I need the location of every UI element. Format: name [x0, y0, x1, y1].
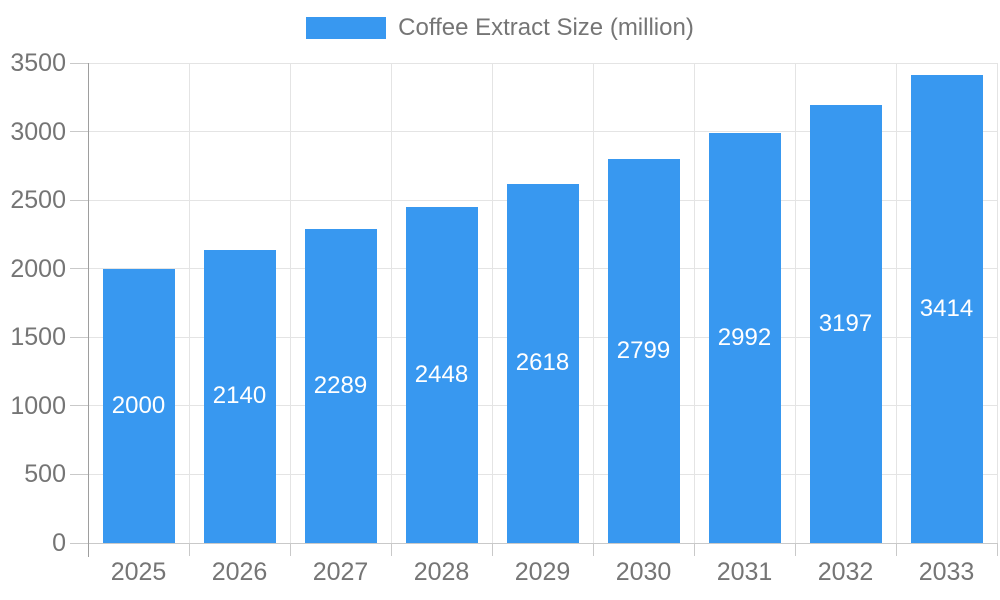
- bar[interactable]: [809, 104, 882, 543]
- y-axis-label: 500: [24, 460, 66, 489]
- x-tick: [693, 543, 695, 556]
- x-axis-baseline: [88, 542, 997, 544]
- bar[interactable]: [607, 159, 680, 543]
- y-axis-label: 1500: [10, 323, 66, 352]
- x-axis-label: 2033: [918, 558, 975, 586]
- x-axis-label: 2032: [817, 558, 874, 586]
- x-gridline: [996, 63, 998, 543]
- x-tick: [895, 543, 897, 556]
- bar[interactable]: [708, 132, 781, 543]
- bar[interactable]: [910, 74, 983, 543]
- legend-item[interactable]: Coffee Extract Size (million): [306, 14, 694, 42]
- bar-value-label: 2000: [111, 391, 166, 419]
- bar-value-label: 2448: [414, 361, 469, 389]
- x-gridline: [895, 63, 897, 543]
- x-tick: [390, 543, 392, 556]
- x-tick: [289, 543, 291, 556]
- y-tick: [70, 473, 88, 475]
- x-axis-label: 2030: [615, 558, 672, 586]
- y-tick: [70, 336, 88, 338]
- y-tick: [70, 268, 88, 270]
- bar-value-label: 2992: [717, 323, 772, 351]
- y-axis-label: 3000: [10, 117, 66, 146]
- bar-value-label: 2618: [515, 349, 570, 377]
- bar-value-label: 2140: [212, 382, 267, 410]
- x-tick: [592, 543, 594, 556]
- y-tick: [70, 405, 88, 407]
- x-gridline: [693, 63, 695, 543]
- x-axis-label: 2025: [110, 558, 167, 586]
- bar[interactable]: [304, 229, 377, 543]
- y-axis-label: 1000: [10, 391, 66, 420]
- x-tick: [794, 543, 796, 556]
- legend-label: Coffee Extract Size (million): [398, 14, 694, 41]
- bar[interactable]: [405, 207, 478, 543]
- bar-value-label: 3197: [818, 309, 873, 337]
- y-axis-line: [87, 63, 89, 557]
- bar-value-label: 3414: [919, 294, 974, 322]
- y-gridline: [88, 131, 997, 133]
- y-tick: [70, 62, 88, 64]
- x-axis-label: 2028: [413, 558, 470, 586]
- x-gridline: [794, 63, 796, 543]
- y-axis-label: 2000: [10, 254, 66, 283]
- x-tick: [491, 543, 493, 556]
- x-gridline: [592, 63, 594, 543]
- bar[interactable]: [203, 249, 276, 543]
- bar-value-label: 2799: [616, 337, 671, 365]
- legend-color-swatch: [306, 17, 387, 39]
- y-tick: [70, 131, 88, 133]
- bar-value-label: 2289: [313, 372, 368, 400]
- x-axis-label: 2026: [211, 558, 268, 586]
- y-axis-label: 3500: [10, 49, 66, 77]
- x-gridline: [491, 63, 493, 543]
- bar[interactable]: [102, 268, 175, 543]
- y-tick: [70, 542, 88, 544]
- y-tick: [70, 199, 88, 201]
- x-axis-label: 2027: [312, 558, 369, 586]
- y-axis-label: 2500: [10, 186, 66, 215]
- legend: Coffee Extract Size (million): [0, 14, 1000, 42]
- bar[interactable]: [506, 183, 579, 543]
- x-tick: [188, 543, 190, 556]
- y-gridline: [88, 62, 997, 64]
- y-axis-label: 0: [52, 529, 66, 557]
- x-gridline: [188, 63, 190, 543]
- x-gridline: [390, 63, 392, 543]
- x-axis-label: 2029: [514, 558, 571, 586]
- x-gridline: [289, 63, 291, 543]
- x-tick: [996, 543, 998, 556]
- x-axis-label: 2031: [716, 558, 773, 586]
